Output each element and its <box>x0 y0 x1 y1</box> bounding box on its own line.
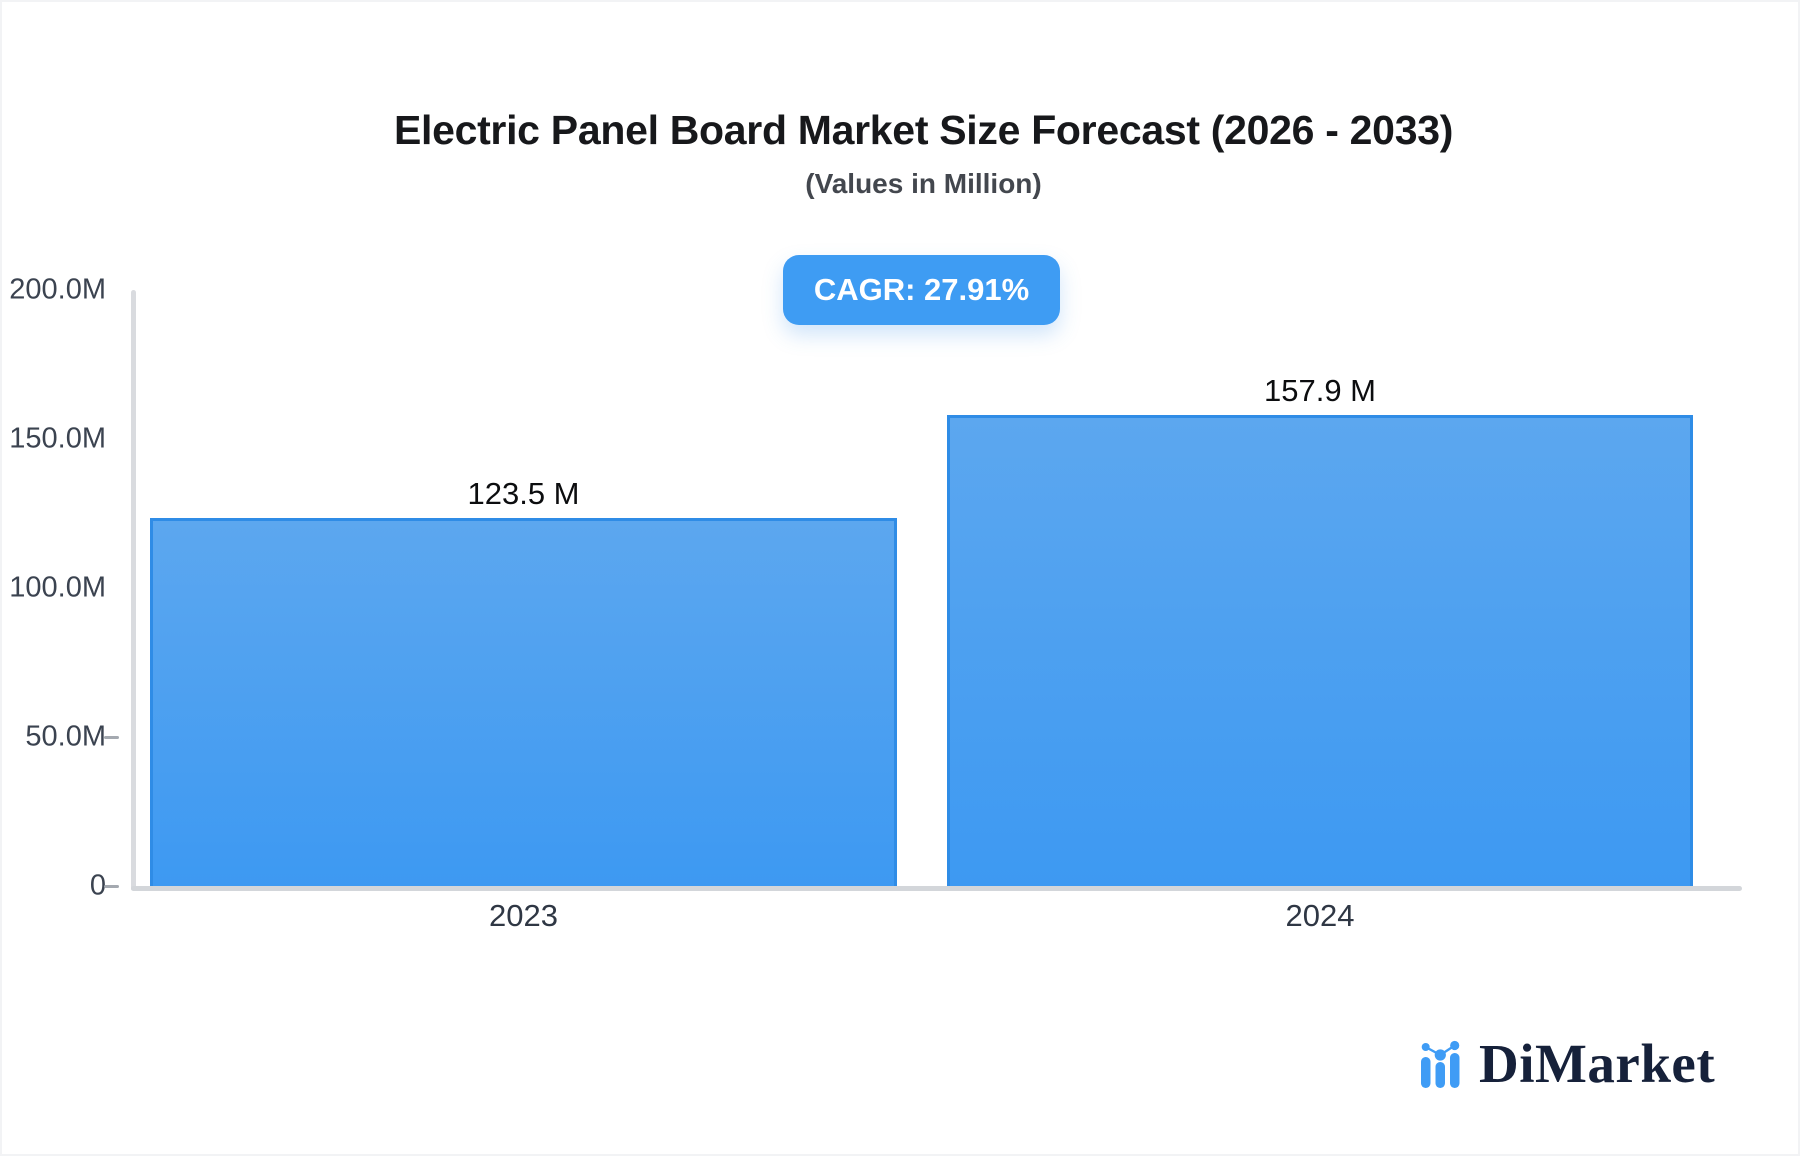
mini-bar-chart-logo-icon <box>1421 1040 1460 1088</box>
y-axis-line <box>131 290 136 891</box>
chart-header: Electric Panel Board Market Size Forecas… <box>105 106 1742 199</box>
bar-2024[interactable]: 157.9 M <box>947 373 1693 886</box>
brand-name: DiMarket <box>1479 1033 1716 1094</box>
chart-title: Electric Panel Board Market Size Forecas… <box>393 107 1454 153</box>
plot-area: 123.5 M 157.9 M 2023 2024 <box>131 290 1742 933</box>
y-axis-tick-labels: 200.0M 150.0M 100.0M 50.0M 0 <box>0 274 106 902</box>
y-tick-label-0: 0 <box>89 869 106 902</box>
bar-value-label-2023: 123.5 M <box>467 476 580 511</box>
y-tick-mark-50m <box>104 736 119 739</box>
y-tick-label-200m: 200.0M <box>9 273 106 306</box>
cagr-badge: CAGR: 27.91% <box>783 255 1060 325</box>
y-tick-mark-0 <box>104 885 119 888</box>
chart-subtitle: (Values in Million) <box>805 168 1042 199</box>
x-axis-line <box>131 886 1742 891</box>
y-tick-label-100m: 100.0M <box>9 571 106 604</box>
x-axis-label-2023: 2023 <box>489 898 558 933</box>
y-tick-label-150m: 150.0M <box>9 422 106 455</box>
bar-2023[interactable]: 123.5 M <box>150 476 897 886</box>
y-tick-label-50m: 50.0M <box>25 720 106 753</box>
bar-value-label-2024: 157.9 M <box>1263 373 1376 408</box>
x-axis-label-2024: 2024 <box>1285 898 1355 933</box>
brand-logo: DiMarket <box>1420 1033 1716 1094</box>
